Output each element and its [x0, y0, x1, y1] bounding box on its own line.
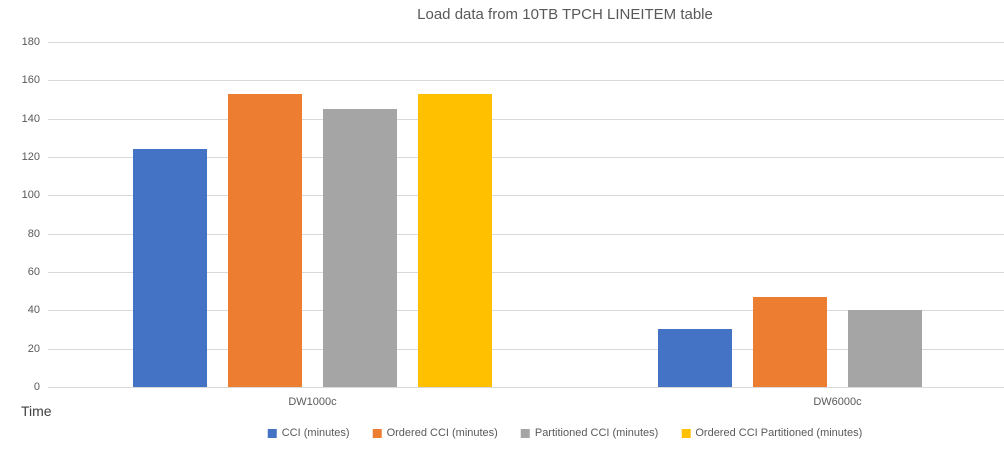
y-axis: 0 20 40 60 80 100 120 140 160 180 — [0, 36, 40, 393]
y-tick-label: 100 — [21, 189, 40, 202]
gridline-60 — [48, 272, 1004, 273]
y-tick-label: 20 — [27, 342, 40, 355]
y-tick-label: 140 — [21, 112, 40, 125]
gridline-180 — [48, 42, 1004, 43]
legend: CCI (minutes) Ordered CCI (minutes) Partit… — [267, 427, 862, 439]
bar-dw6000c-partitioned-cci-minutes — [848, 310, 922, 387]
bar-dw1000c-ordered-cci-partitioned-minutes — [418, 94, 492, 387]
gridline-140 — [48, 118, 1004, 120]
y-tick-label: 60 — [27, 266, 40, 278]
y-tick-label: 120 — [21, 151, 40, 163]
chart-title: Load data from 10TB TPCH LINEITEM table — [417, 6, 713, 23]
x-axis: DW1000c DW6000c — [48, 396, 1004, 412]
gridline-40 — [48, 310, 1004, 312]
legend-label: CCI (minutes) — [281, 427, 350, 439]
bar-dw6000c-ordered-cci-minutes — [753, 297, 827, 387]
y-tick-label: 80 — [27, 227, 40, 240]
legend-swatch-icon — [372, 428, 382, 438]
y-tick-label: 180 — [21, 36, 40, 48]
legend-item-cci-minutes: CCI (minutes) — [267, 427, 350, 439]
plot-area — [48, 42, 1004, 388]
category-label-dw6000c: DW6000c — [813, 396, 862, 408]
gridline-20 — [48, 348, 1004, 350]
category-label-dw1000c: DW1000c — [288, 396, 337, 408]
legend-swatch-icon — [520, 428, 530, 438]
y-tick-label: 160 — [21, 74, 40, 87]
gridline-80 — [48, 233, 1004, 235]
legend-item-partitioned-cci-minutes: Partitioned CCI (minutes) — [520, 427, 659, 439]
gridline-100 — [48, 195, 1004, 197]
legend-swatch-icon — [267, 428, 277, 438]
bar-dw1000c-cci-minutes — [133, 149, 207, 387]
legend-swatch-icon — [681, 428, 691, 438]
legend-label: Ordered CCI Partitioned (minutes) — [695, 427, 863, 439]
legend-label: Partitioned CCI (minutes) — [534, 427, 659, 439]
legend-item-ordered-cci-minutes: Ordered CCI (minutes) — [372, 427, 498, 439]
y-axis-title: Time — [21, 403, 52, 419]
legend-item-ordered-cci-partitioned-minutes: Ordered CCI Partitioned (minutes) — [681, 427, 862, 439]
gridline-160 — [48, 80, 1004, 82]
legend-label: Ordered CCI (minutes) — [386, 427, 498, 439]
y-tick-label: 40 — [27, 304, 40, 317]
gridline-120 — [48, 157, 1004, 158]
y-tick-label: 0 — [33, 381, 40, 393]
bar-dw1000c-ordered-cci-minutes — [228, 94, 302, 387]
bar-dw1000c-partitioned-cci-minutes — [323, 109, 397, 387]
bar-dw6000c-cci-minutes — [658, 329, 732, 387]
x-axis-line — [48, 387, 1004, 388]
